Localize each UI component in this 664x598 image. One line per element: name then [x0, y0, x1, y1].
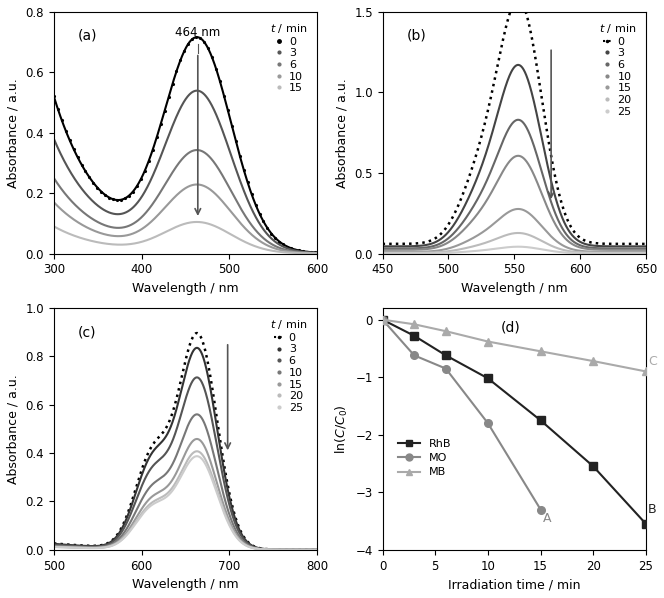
Legend: 0, 3, 6, 10, 15: 0, 3, 6, 10, 15 [266, 17, 311, 97]
RhB [378, 316, 386, 324]
Y-axis label: Absorbance / a.u.: Absorbance / a.u. [7, 78, 20, 188]
MO [484, 420, 492, 427]
X-axis label: Wavelength / nm: Wavelength / nm [132, 282, 239, 295]
MO [410, 352, 418, 359]
MB [642, 368, 650, 375]
Text: C: C [648, 355, 657, 368]
Line: MO: MO [378, 316, 544, 513]
Text: (a): (a) [78, 29, 97, 43]
RhB [537, 417, 544, 424]
X-axis label: Irradiation time / min: Irradiation time / min [448, 578, 580, 591]
Line: RhB: RhB [378, 316, 650, 527]
Legend: 0, 3, 6, 10, 15, 20, 25: 0, 3, 6, 10, 15, 20, 25 [594, 17, 640, 121]
Y-axis label: ln($C$/$C$$_0$): ln($C$/$C$$_0$) [334, 404, 350, 454]
RhB [642, 520, 650, 527]
X-axis label: Wavelength / nm: Wavelength / nm [461, 282, 568, 295]
MB [410, 321, 418, 328]
RhB [442, 352, 450, 359]
Line: MB: MB [378, 316, 650, 376]
RhB [589, 463, 597, 470]
Text: (d): (d) [501, 321, 521, 334]
X-axis label: Wavelength / nm: Wavelength / nm [132, 578, 239, 591]
MO [537, 506, 544, 513]
RhB [484, 375, 492, 382]
MB [378, 316, 386, 324]
Text: (b): (b) [406, 29, 426, 43]
Text: 464 nm: 464 nm [175, 26, 220, 39]
Y-axis label: Absorbance / a.u.: Absorbance / a.u. [336, 78, 349, 188]
MB [589, 358, 597, 365]
MB [537, 347, 544, 355]
RhB [410, 332, 418, 340]
Legend: 0, 3, 6, 10, 15, 20, 25: 0, 3, 6, 10, 15, 20, 25 [266, 314, 311, 417]
Text: (c): (c) [78, 325, 96, 339]
MB [484, 338, 492, 345]
Legend: RhB, MO, MB: RhB, MO, MB [393, 434, 456, 482]
Text: B: B [648, 503, 657, 516]
MO [378, 316, 386, 324]
Text: A: A [542, 512, 551, 524]
Y-axis label: Absorbance / a.u.: Absorbance / a.u. [7, 374, 20, 484]
MB [442, 328, 450, 335]
MO [442, 365, 450, 372]
